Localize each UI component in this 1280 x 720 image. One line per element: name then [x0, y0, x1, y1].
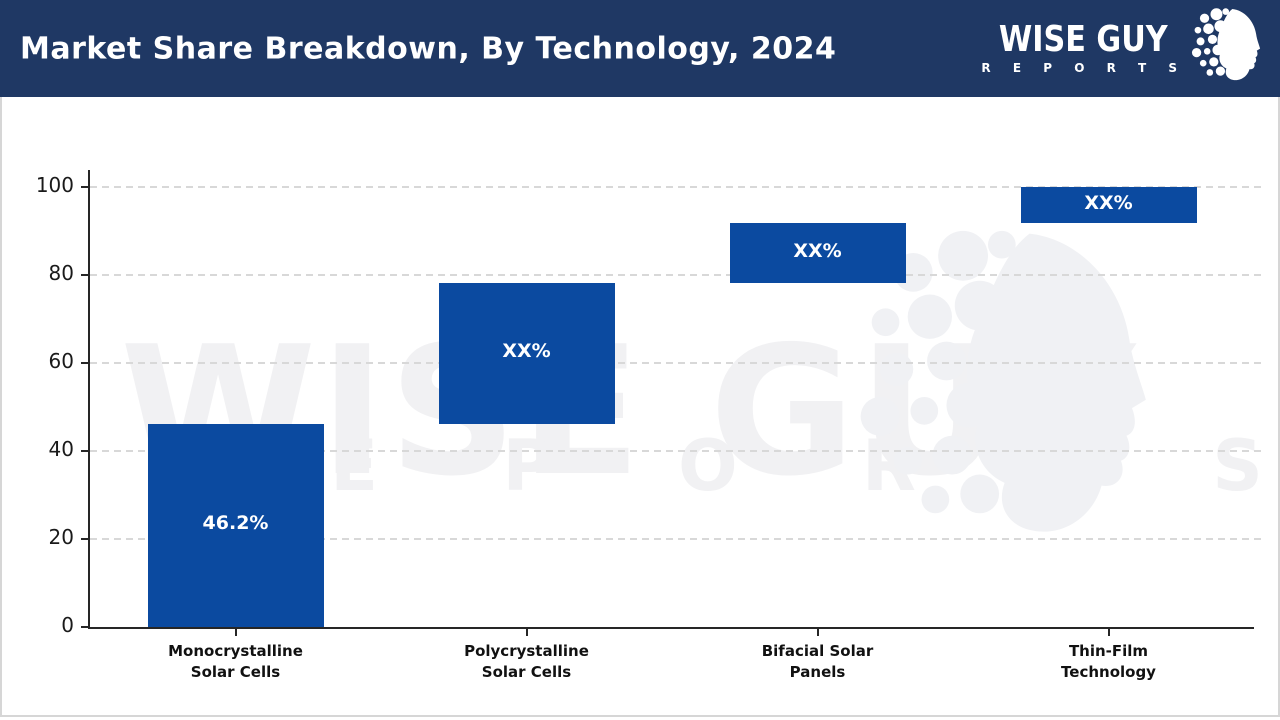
- gridline-80: [90, 274, 1264, 276]
- gridline-40: [90, 450, 1264, 452]
- bar-polycrystalline: [438, 282, 615, 424]
- y-tick-60: [81, 362, 90, 364]
- x-category-label: Bifacial Solar Panels: [761, 642, 874, 681]
- y-tick-100: [81, 186, 90, 188]
- bar-thin-film: [1020, 187, 1197, 224]
- y-axis: [88, 170, 90, 629]
- gridline-60: [90, 362, 1264, 364]
- x-tick-3: [1107, 627, 1110, 636]
- logo-wordmark: WISE GUY: [999, 18, 1169, 60]
- y-tick-label-20: 20: [48, 525, 74, 549]
- wiseguy-logo: WISE GUY R E P O R T S: [981, 4, 1274, 92]
- y-tick-label-60: 60: [48, 349, 74, 373]
- y-tick-80: [81, 274, 90, 276]
- y-tick-40: [81, 450, 90, 452]
- chart-title: Market Share Breakdown, By Technology, 2…: [20, 31, 837, 66]
- bar-bifacial-solar: [729, 223, 906, 283]
- chart-area: WISE GUY R E P O R T S 0 20 40 60 80 100 46.2%…: [0, 97, 1280, 717]
- x-category-label: Thin-Film Technology: [1061, 642, 1156, 681]
- y-tick-label-80: 80: [48, 261, 74, 285]
- logo-text: WISE GUY R E P O R T S: [981, 18, 1186, 75]
- gridline-100: [90, 186, 1264, 188]
- bar-value-label: XX%: [1084, 192, 1133, 215]
- x-category-label: Polycrystalline Solar Cells: [464, 642, 589, 681]
- gridline-20: [90, 538, 1264, 540]
- x-tick-0: [234, 627, 237, 636]
- logo-subtext: R E P O R T S: [981, 60, 1186, 75]
- y-tick-label-0: 0: [61, 613, 74, 637]
- x-tick-2: [816, 627, 819, 636]
- y-tick-0: [81, 626, 90, 628]
- bar-monocrystalline: [147, 423, 324, 627]
- x-axis: [88, 627, 1254, 629]
- bar-value-label: XX%: [793, 240, 842, 262]
- y-tick-20: [81, 538, 90, 540]
- logo-face-icon: [1188, 5, 1274, 91]
- y-tick-label-100: 100: [35, 173, 74, 197]
- watermark-face-icon: [854, 217, 1194, 581]
- y-tick-label-40: 40: [48, 437, 74, 461]
- x-tick-1: [525, 627, 528, 636]
- x-category-label: Monocrystalline Solar Cells: [168, 642, 303, 681]
- bar-value-label: 46.2%: [202, 512, 269, 535]
- header-banner: Market Share Breakdown, By Technology, 2…: [0, 0, 1280, 97]
- bar-value-label: XX%: [502, 340, 551, 363]
